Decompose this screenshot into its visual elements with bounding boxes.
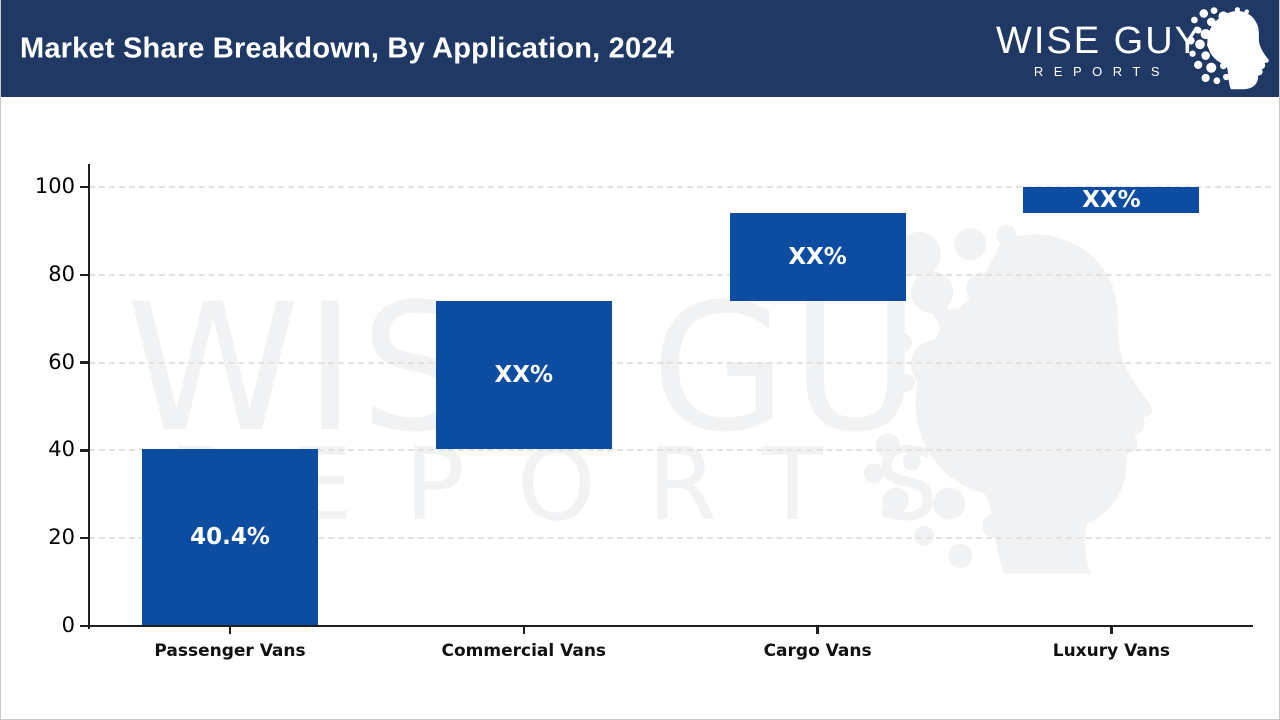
wiseguy-head-icon [1186,7,1269,90]
x-axis-tick [1110,627,1113,634]
y-axis-tick [80,537,89,540]
gridline [89,449,1271,452]
y-axis-tick-label: 0 [61,613,75,637]
y-axis-tick-label: 100 [34,174,75,198]
y-axis-tick [80,449,89,452]
gridline [89,361,1271,364]
gridline [89,537,1271,540]
wise-guy-logo: WISE GUY REPORTS [996,4,1272,94]
x-category-label: Cargo Vans [763,641,872,661]
bar-cargo-vans [729,213,906,302]
bar-commercial-vans [435,301,612,449]
x-axis-tick [816,627,819,634]
x-category-label: Luxury Vans [1052,641,1171,661]
y-axis-tick-label: 60 [48,349,75,374]
bar-value-label: XX% [494,361,554,388]
y-axis-tick [80,185,89,189]
bar-passenger-vans [142,448,318,626]
y-axis-tick-label: 80 [48,261,75,286]
gridline [89,186,1271,188]
x-category-label: Commercial Vans [441,641,607,661]
x-axis-tick [228,627,232,634]
bar-value-label: XX% [1082,187,1141,214]
logo-wordmark: WISE GUY [995,19,1202,62]
y-axis-tick-label: 40 [48,437,75,462]
x-axis-spine [87,624,1253,628]
y-axis-tick [80,624,89,628]
gridline [89,273,1271,276]
bar-value-label: 40.4% [190,524,270,551]
y-axis-spine [87,164,91,629]
bar-luxury-vans [1023,187,1200,214]
logo-text: WISE GUY REPORTS [996,20,1202,79]
page-title: Market Share Breakdown, By Application, … [20,32,674,64]
bar-value-label: XX% [788,244,847,271]
logo-subtext: REPORTS [1033,63,1171,79]
y-axis-tick-label: 20 [48,525,75,550]
x-axis-tick [522,627,525,634]
y-axis-tick [80,361,89,364]
y-axis-tick [80,273,89,276]
watermark-head-icon [863,225,1153,574]
header-bar: Market Share Breakdown, By Application, … [0,0,1280,97]
x-category-label: Passenger Vans [154,641,306,661]
